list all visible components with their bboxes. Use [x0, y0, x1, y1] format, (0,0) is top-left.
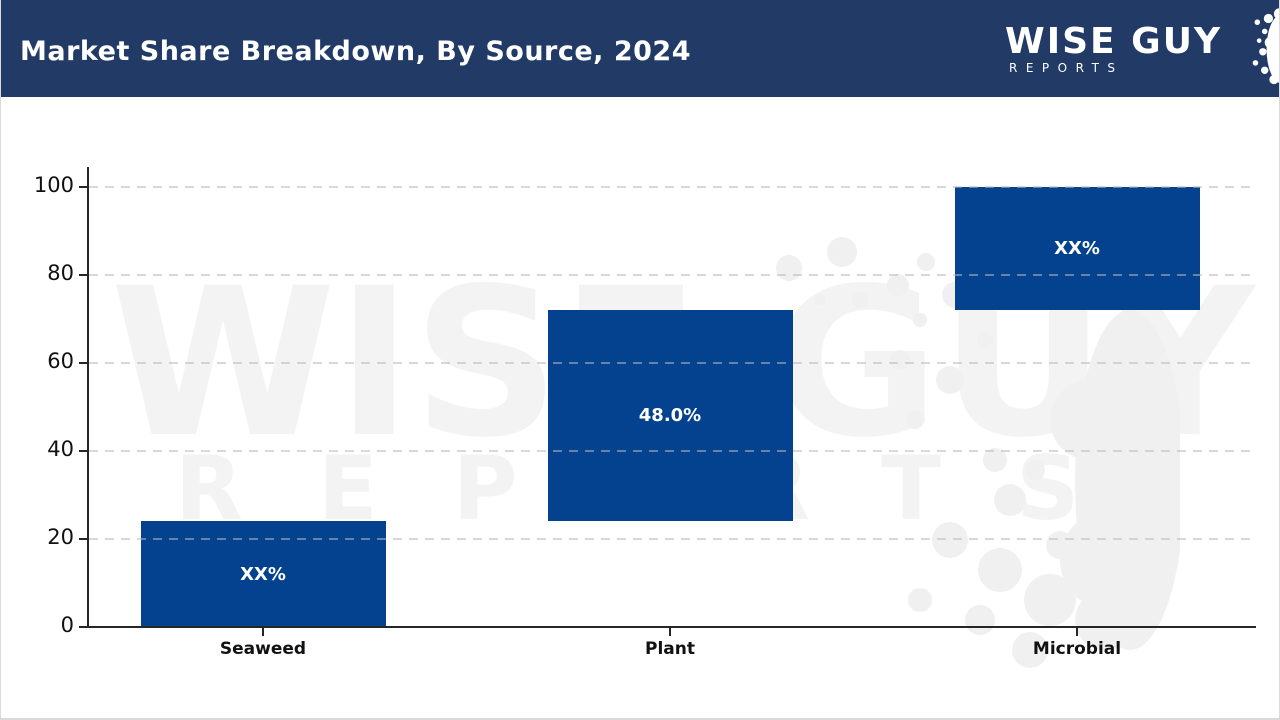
y-tick-label: 0: [60, 613, 74, 637]
y-tick-mark: [79, 274, 87, 276]
gridline-y20: [89, 538, 1255, 540]
header-band: Market Share Breakdown, By Source, 2024 …: [0, 0, 1280, 97]
x-tick-mark: [669, 628, 671, 636]
brand-logo: WISE GUY REPORTS: [1005, 4, 1280, 94]
bar-value-label: XX%: [240, 563, 286, 585]
x-axis-line: [87, 626, 1256, 628]
bar-plant: 48.0%: [547, 310, 793, 522]
brand-logo-text: WISE GUY REPORTS: [1005, 20, 1223, 76]
y-axis-line: [87, 167, 89, 628]
gridline-y40: [89, 450, 1255, 452]
x-tick-mark: [1076, 628, 1078, 636]
gridline-y60: [89, 362, 1255, 364]
brand-name: WISE GUY: [1005, 20, 1223, 62]
gridline-y80: [89, 274, 1255, 276]
brand-subtitle: REPORTS: [1009, 61, 1124, 76]
y-tick-label: 100: [33, 173, 74, 197]
y-tick-mark: [79, 626, 87, 628]
bar-value-label: XX%: [1054, 238, 1100, 260]
x-tick-label-seaweed: Seaweed: [219, 639, 307, 659]
dotted-head-icon: [1252, 8, 1280, 85]
x-tick-label-microbial: Microbial: [1032, 639, 1122, 659]
x-tick-label-plant: Plant: [645, 639, 695, 659]
y-tick-mark: [79, 450, 87, 452]
y-tick-label: 80: [47, 261, 74, 285]
bar-value-label: 48.0%: [638, 405, 702, 427]
gridline-y100: [89, 186, 1255, 188]
y-tick-label: 20: [47, 525, 74, 549]
y-tick-mark: [79, 186, 87, 188]
page-title: Market Share Breakdown, By Source, 2024: [20, 36, 691, 67]
y-tick-mark: [79, 538, 87, 540]
y-tick-mark: [79, 362, 87, 364]
y-tick-label: 40: [47, 437, 74, 461]
bar-microbial: XX%: [954, 187, 1200, 311]
x-tick-mark: [262, 628, 264, 636]
y-tick-label: 60: [47, 349, 74, 373]
